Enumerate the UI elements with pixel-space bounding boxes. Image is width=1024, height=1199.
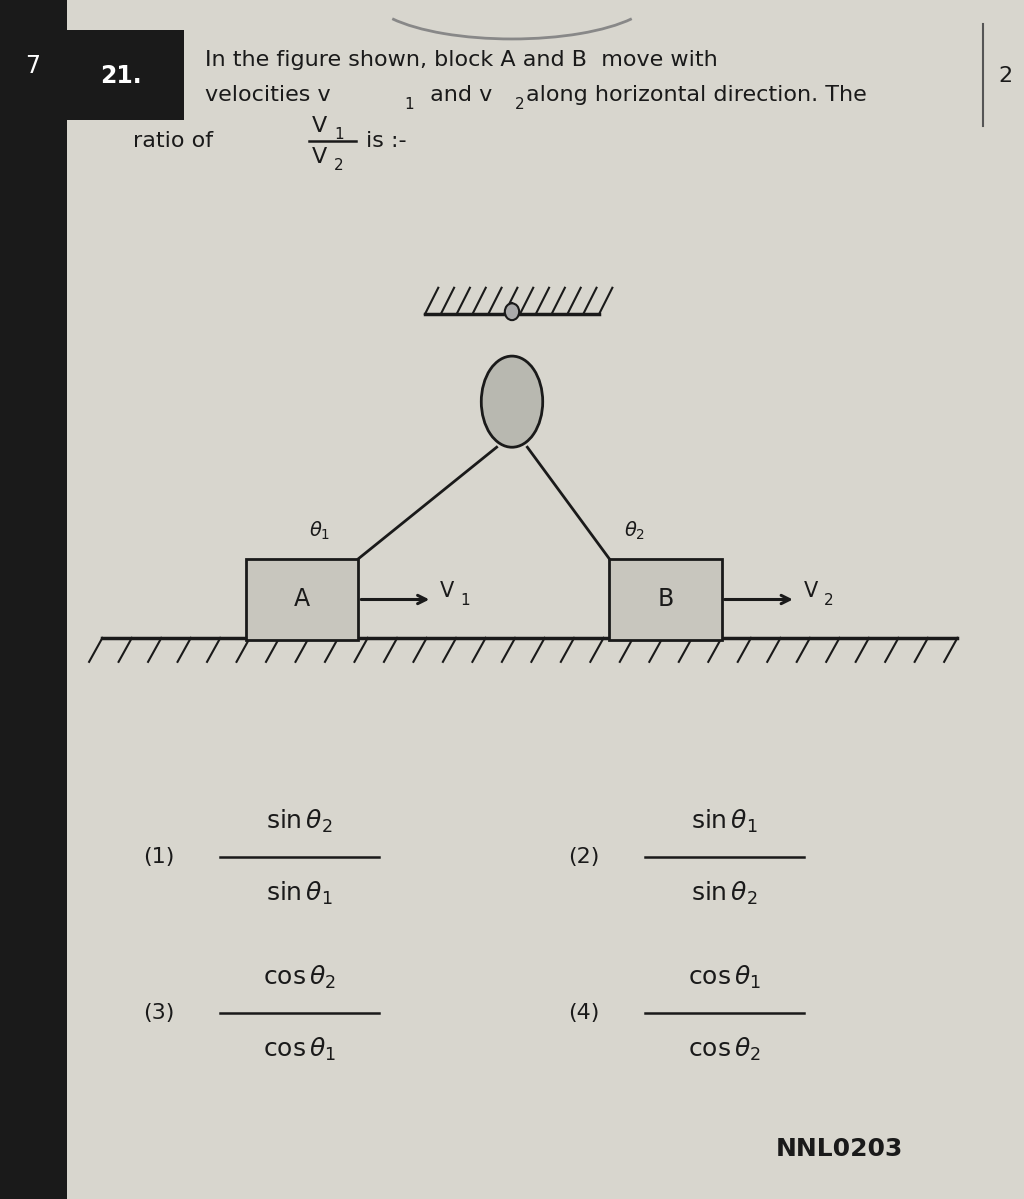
Text: $\sin\theta_1$: $\sin\theta_1$ [691, 808, 758, 835]
Text: $\sin\theta_2$: $\sin\theta_2$ [266, 808, 333, 835]
Text: $\cos\theta_2$: $\cos\theta_2$ [263, 964, 336, 990]
Bar [609, 559, 722, 640]
Text: (2): (2) [568, 848, 600, 867]
Text: is :-: is :- [366, 132, 407, 151]
Text: NNL0203: NNL0203 [776, 1137, 903, 1161]
Text: $\cos\theta_2$: $\cos\theta_2$ [688, 1036, 761, 1062]
Text: $\sin\theta_2$: $\sin\theta_2$ [691, 880, 758, 906]
Text: V: V [312, 147, 328, 167]
Text: V: V [440, 582, 455, 601]
Text: A: A [294, 588, 310, 611]
Text: 2: 2 [334, 158, 343, 173]
Bar [246, 559, 358, 640]
Text: 7: 7 [26, 54, 40, 78]
Text: 1: 1 [404, 97, 414, 112]
Text: velocities v: velocities v [205, 85, 331, 104]
Text: 2: 2 [515, 97, 524, 112]
Text: 1: 1 [461, 594, 470, 608]
Text: V: V [312, 116, 328, 135]
Bar [67, 30, 184, 120]
Text: $\sin\theta_1$: $\sin\theta_1$ [266, 880, 333, 906]
Text: $\cos\theta_1$: $\cos\theta_1$ [263, 1036, 336, 1062]
Bar [0, 0, 67, 1199]
Text: 2: 2 [998, 66, 1013, 85]
Text: V: V [804, 582, 818, 601]
Text: $\cos\theta_1$: $\cos\theta_1$ [688, 964, 761, 990]
Text: $\theta_1$: $\theta_1$ [309, 519, 330, 542]
Text: $\theta_2$: $\theta_2$ [625, 519, 645, 542]
Text: 2: 2 [824, 594, 834, 608]
Text: and v: and v [423, 85, 493, 104]
Text: 21.: 21. [100, 64, 141, 88]
Text: along horizontal direction. The: along horizontal direction. The [526, 85, 867, 104]
Text: (1): (1) [143, 848, 175, 867]
Circle shape [505, 303, 519, 320]
Text: (3): (3) [143, 1004, 175, 1023]
Text: In the figure shown, block A and B  move with: In the figure shown, block A and B move … [205, 50, 718, 70]
Text: ratio of: ratio of [133, 132, 213, 151]
Text: (4): (4) [568, 1004, 600, 1023]
Text: 1: 1 [334, 127, 343, 141]
Ellipse shape [481, 356, 543, 447]
Text: B: B [657, 588, 674, 611]
